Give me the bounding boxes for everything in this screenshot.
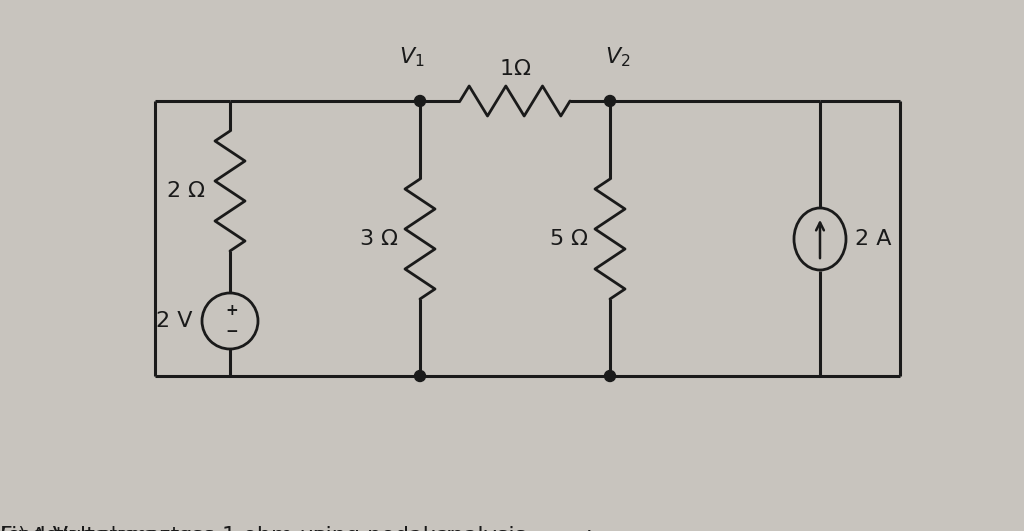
Text: +: +: [225, 304, 239, 319]
Circle shape: [604, 371, 615, 381]
Text: $V_1$: $V_1$: [399, 45, 425, 69]
Circle shape: [415, 96, 426, 107]
Text: Find Voltage across 1 ohm using nodal analysis.: Find Voltage across 1 ohm using nodal an…: [0, 526, 534, 531]
Text: 3 $\Omega$: 3 $\Omega$: [358, 229, 398, 249]
Text: State and explain Norton theorem with an example.: State and explain Norton theorem with an…: [0, 530, 614, 531]
Text: 2 A: 2 A: [855, 229, 892, 249]
Text: 2 $\Omega$: 2 $\Omega$: [166, 181, 205, 201]
Text: $V_2$: $V_2$: [605, 45, 631, 69]
Text: 5 $\Omega$: 5 $\Omega$: [549, 229, 588, 249]
Circle shape: [604, 96, 615, 107]
Text: −: −: [225, 323, 239, 338]
Text: 1$\Omega$: 1$\Omega$: [499, 59, 531, 79]
Text: (c) Active element: (c) Active element: [0, 526, 179, 531]
Circle shape: [415, 371, 426, 381]
Text: 2 V: 2 V: [156, 311, 193, 331]
